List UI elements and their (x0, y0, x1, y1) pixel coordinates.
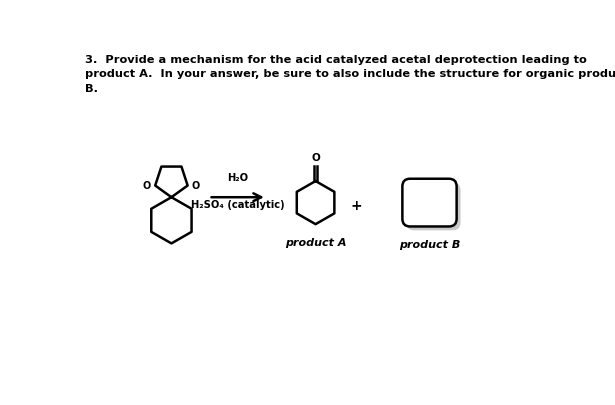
Text: +: + (350, 199, 362, 213)
Text: H₂SO₄ (catalytic): H₂SO₄ (catalytic) (191, 200, 285, 209)
FancyBboxPatch shape (402, 179, 456, 226)
Text: O: O (143, 181, 151, 190)
FancyBboxPatch shape (407, 183, 461, 230)
Text: B.: B. (85, 84, 98, 94)
Text: 3.  Provide a mechanism for the acid catalyzed acetal deprotection leading to: 3. Provide a mechanism for the acid cata… (85, 55, 586, 65)
Text: H₂O: H₂O (227, 173, 248, 183)
Text: O: O (311, 153, 320, 162)
Text: product A: product A (285, 238, 346, 248)
Text: product A.  In your answer, be sure to also include the structure for organic pr: product A. In your answer, be sure to al… (85, 69, 615, 79)
Text: O: O (192, 181, 200, 190)
Text: product B: product B (399, 240, 460, 250)
